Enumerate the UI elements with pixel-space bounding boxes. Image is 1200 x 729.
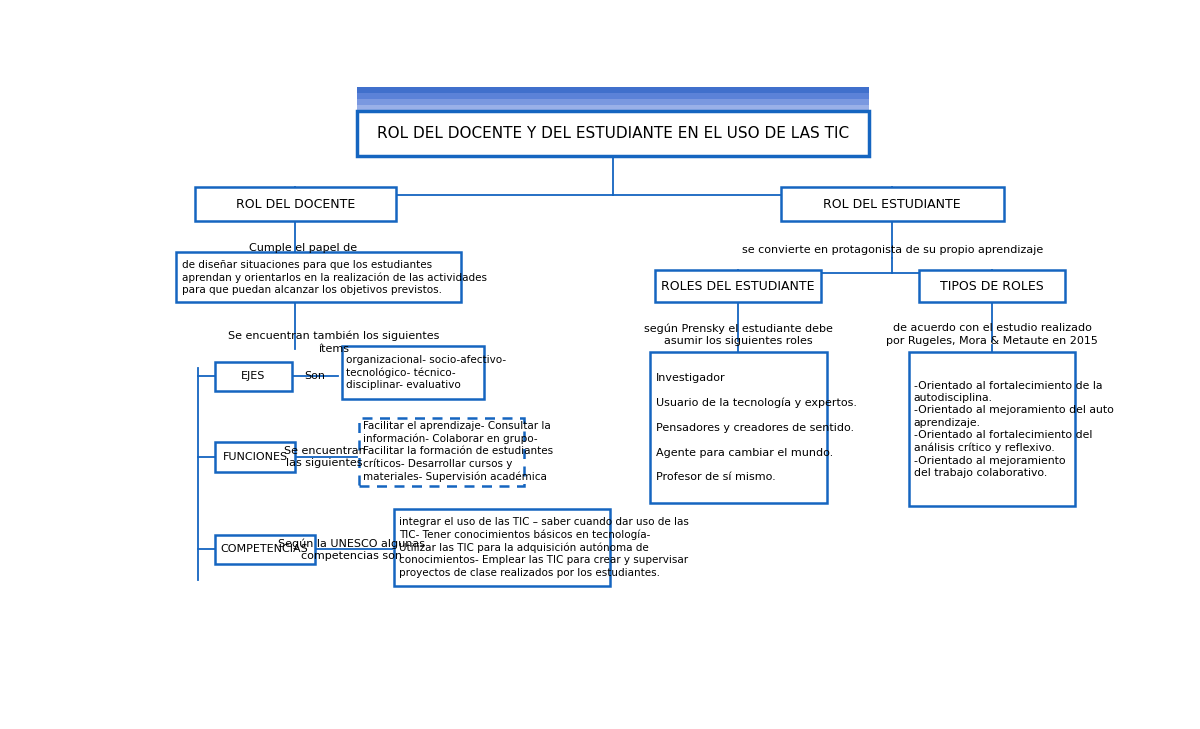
- Text: Se encuentran
las siguientes: Se encuentran las siguientes: [284, 446, 366, 468]
- Text: Facilitar el aprendizaje- Consultar la
información- Colaborar en grupo-
Facilita: Facilitar el aprendizaje- Consultar la i…: [364, 421, 553, 483]
- Text: Investigador

Usuario de la tecnología y expertos.

Pensadores y creadores de se: Investigador Usuario de la tecnología y …: [656, 373, 857, 483]
- Text: TIPOS DE ROLES: TIPOS DE ROLES: [941, 280, 1044, 292]
- Text: COMPETENCIAS: COMPETENCIAS: [221, 545, 308, 555]
- Text: Se encuentran también los siguientes
ítems: Se encuentran también los siguientes íte…: [228, 331, 439, 354]
- Text: se convierte en protagonista de su propio aprendizaje: se convierte en protagonista de su propi…: [742, 245, 1043, 255]
- Text: ROL DEL ESTUDIANTE: ROL DEL ESTUDIANTE: [823, 198, 961, 211]
- Bar: [342, 346, 484, 399]
- Bar: [910, 352, 1075, 507]
- Text: de acuerdo con el estudio realizado
por Rugeles, Mora & Metaute en 2015: de acuerdo con el estudio realizado por …: [887, 324, 1098, 346]
- Text: ROLES DEL ESTUDIANTE: ROLES DEL ESTUDIANTE: [661, 280, 815, 292]
- Text: integrar el uso de las TIC – saber cuando dar uso de las
TIC- Tener conocimiento: integrar el uso de las TIC – saber cuand…: [398, 517, 689, 577]
- Bar: [649, 352, 827, 502]
- Bar: [919, 270, 1066, 303]
- Text: Son: Son: [305, 371, 325, 381]
- Bar: [394, 509, 610, 585]
- Bar: [780, 187, 1004, 222]
- Text: organizacional- socio-afectivo-
tecnológico- técnico-
disciplinar- evaluativo: organizacional- socio-afectivo- tecnológ…: [347, 354, 506, 390]
- Bar: [358, 105, 869, 112]
- Bar: [655, 270, 821, 303]
- Bar: [176, 252, 461, 303]
- Bar: [196, 187, 396, 222]
- Bar: [358, 99, 869, 105]
- Text: Cumple el papel de: Cumple el papel de: [250, 243, 358, 254]
- Bar: [359, 418, 524, 486]
- Text: FUNCIONES: FUNCIONES: [222, 452, 288, 462]
- Bar: [358, 74, 869, 80]
- Text: -Orientado al fortalecimiento de la
autodisciplina.
-Orientado al mejoramiento d: -Orientado al fortalecimiento de la auto…: [913, 381, 1114, 478]
- Bar: [358, 93, 869, 99]
- Text: EJES: EJES: [241, 371, 265, 381]
- Text: Según la UNESCO algunas
competencias son: Según la UNESCO algunas competencias son: [278, 538, 425, 561]
- Bar: [215, 535, 314, 564]
- Text: según Prensky el estudiante debe
asumir los siguientes roles: según Prensky el estudiante debe asumir …: [643, 323, 833, 346]
- Text: ROL DEL DOCENTE: ROL DEL DOCENTE: [236, 198, 355, 211]
- Text: de diseñar situaciones para que los estudiantes
aprendan y orientarlos en la rea: de diseñar situaciones para que los estu…: [182, 260, 487, 295]
- Bar: [358, 87, 869, 93]
- Bar: [215, 443, 295, 472]
- Bar: [215, 362, 292, 391]
- Bar: [358, 80, 869, 87]
- Bar: [358, 112, 869, 156]
- Text: ROL DEL DOCENTE Y DEL ESTUDIANTE EN EL USO DE LAS TIC: ROL DEL DOCENTE Y DEL ESTUDIANTE EN EL U…: [377, 126, 850, 141]
